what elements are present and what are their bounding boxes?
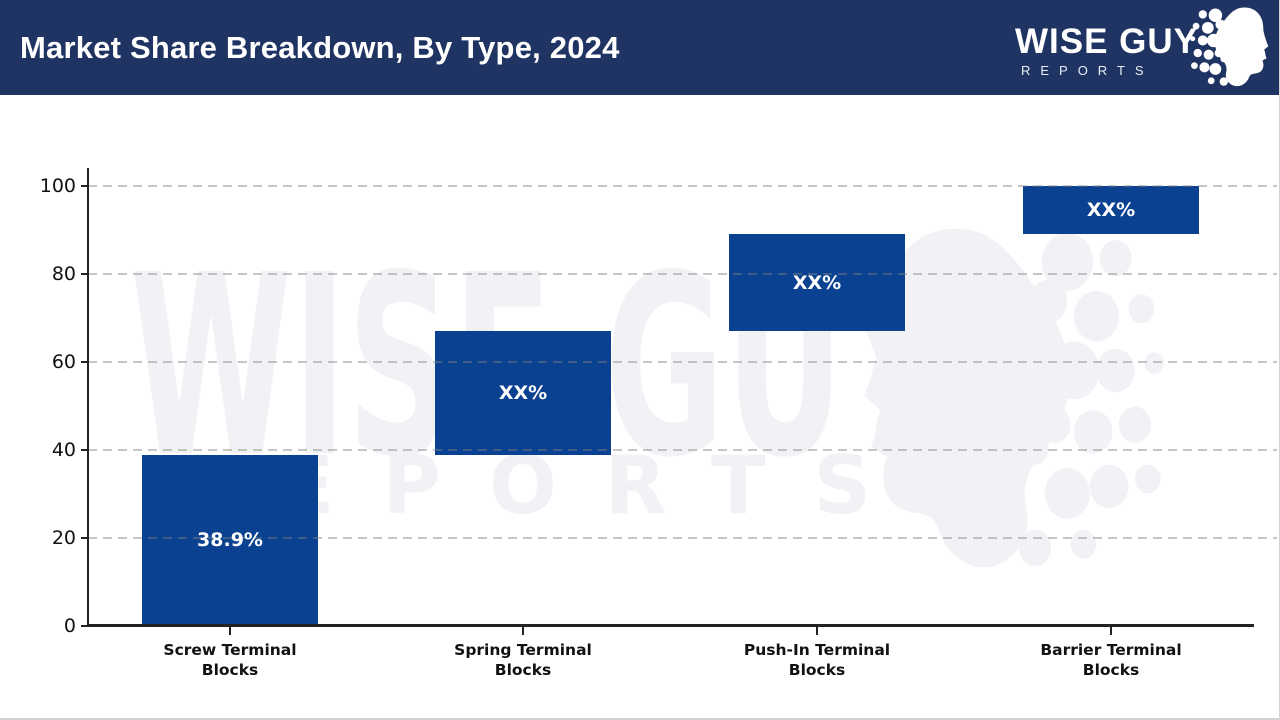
bar-barrier-terminal-blocks: [1023, 186, 1199, 235]
bar-screw-terminal-blocks: [142, 454, 318, 626]
y-tick-label-0: 0: [63, 615, 76, 637]
watermark-head-icon: [864, 228, 1164, 568]
y-tick-mark-0: [81, 625, 88, 627]
gridline-80: [88, 273, 1277, 275]
y-tick-label-80: 80: [51, 263, 76, 285]
y-axis-spine: [87, 168, 89, 627]
bar-spring-terminal-blocks: [435, 331, 611, 455]
x-category-label-barrier-terminal-blocks: Barrier Terminal Blocks: [1040, 641, 1182, 680]
y-tick-mark-20: [81, 537, 88, 539]
y-tick-label-100: 100: [39, 175, 76, 197]
x-category-label-push-in-terminal-blocks: Push-In Terminal Blocks: [743, 641, 891, 680]
gridline-20: [88, 537, 1277, 539]
y-tick-mark-40: [81, 449, 88, 451]
y-tick-label-40: 40: [51, 439, 76, 461]
y-tick-mark-80: [81, 273, 88, 275]
x-category-label-spring-terminal-blocks: Spring Terminal Blocks: [454, 641, 592, 680]
wise-guy-reports-logo: WISE GUY REPORTS: [1015, 6, 1269, 90]
x-tick-mark-barrier-terminal-blocks: [1110, 627, 1112, 635]
logo-text: WISE GUY REPORTS: [1015, 22, 1198, 78]
header-banner: Market Share Breakdown, By Type, 2024 WI…: [0, 0, 1279, 95]
logo-wordmark: WISE GUY: [1014, 22, 1198, 61]
gridline-40: [88, 449, 1277, 451]
bar-value-label-push-in-terminal-blocks: XX%: [792, 271, 842, 294]
x-tick-mark-spring-terminal-blocks: [522, 627, 524, 635]
y-tick-label-60: 60: [51, 351, 76, 373]
y-tick-label-20: 20: [51, 527, 76, 549]
bar-value-label-barrier-terminal-blocks: XX%: [1086, 199, 1136, 222]
gridline-100: [88, 185, 1277, 187]
gridline-60: [88, 361, 1277, 363]
page-title: Market Share Breakdown, By Type, 2024: [20, 29, 620, 65]
y-tick-mark-60: [81, 361, 88, 363]
logo-subtext: REPORTS: [1020, 63, 1154, 78]
bar-value-label-spring-terminal-blocks: XX%: [498, 382, 548, 405]
x-tick-mark-screw-terminal-blocks: [229, 627, 231, 635]
x-axis-spine: [87, 624, 1254, 627]
x-category-label-screw-terminal-blocks: Screw Terminal Blocks: [163, 641, 297, 680]
x-tick-mark-push-in-terminal-blocks: [816, 627, 818, 635]
logo-head-icon: [1190, 7, 1269, 87]
y-tick-mark-100: [81, 185, 88, 187]
bar-push-in-terminal-blocks: [729, 234, 905, 332]
bar-value-label-screw-terminal-blocks: 38.9%: [197, 529, 263, 552]
